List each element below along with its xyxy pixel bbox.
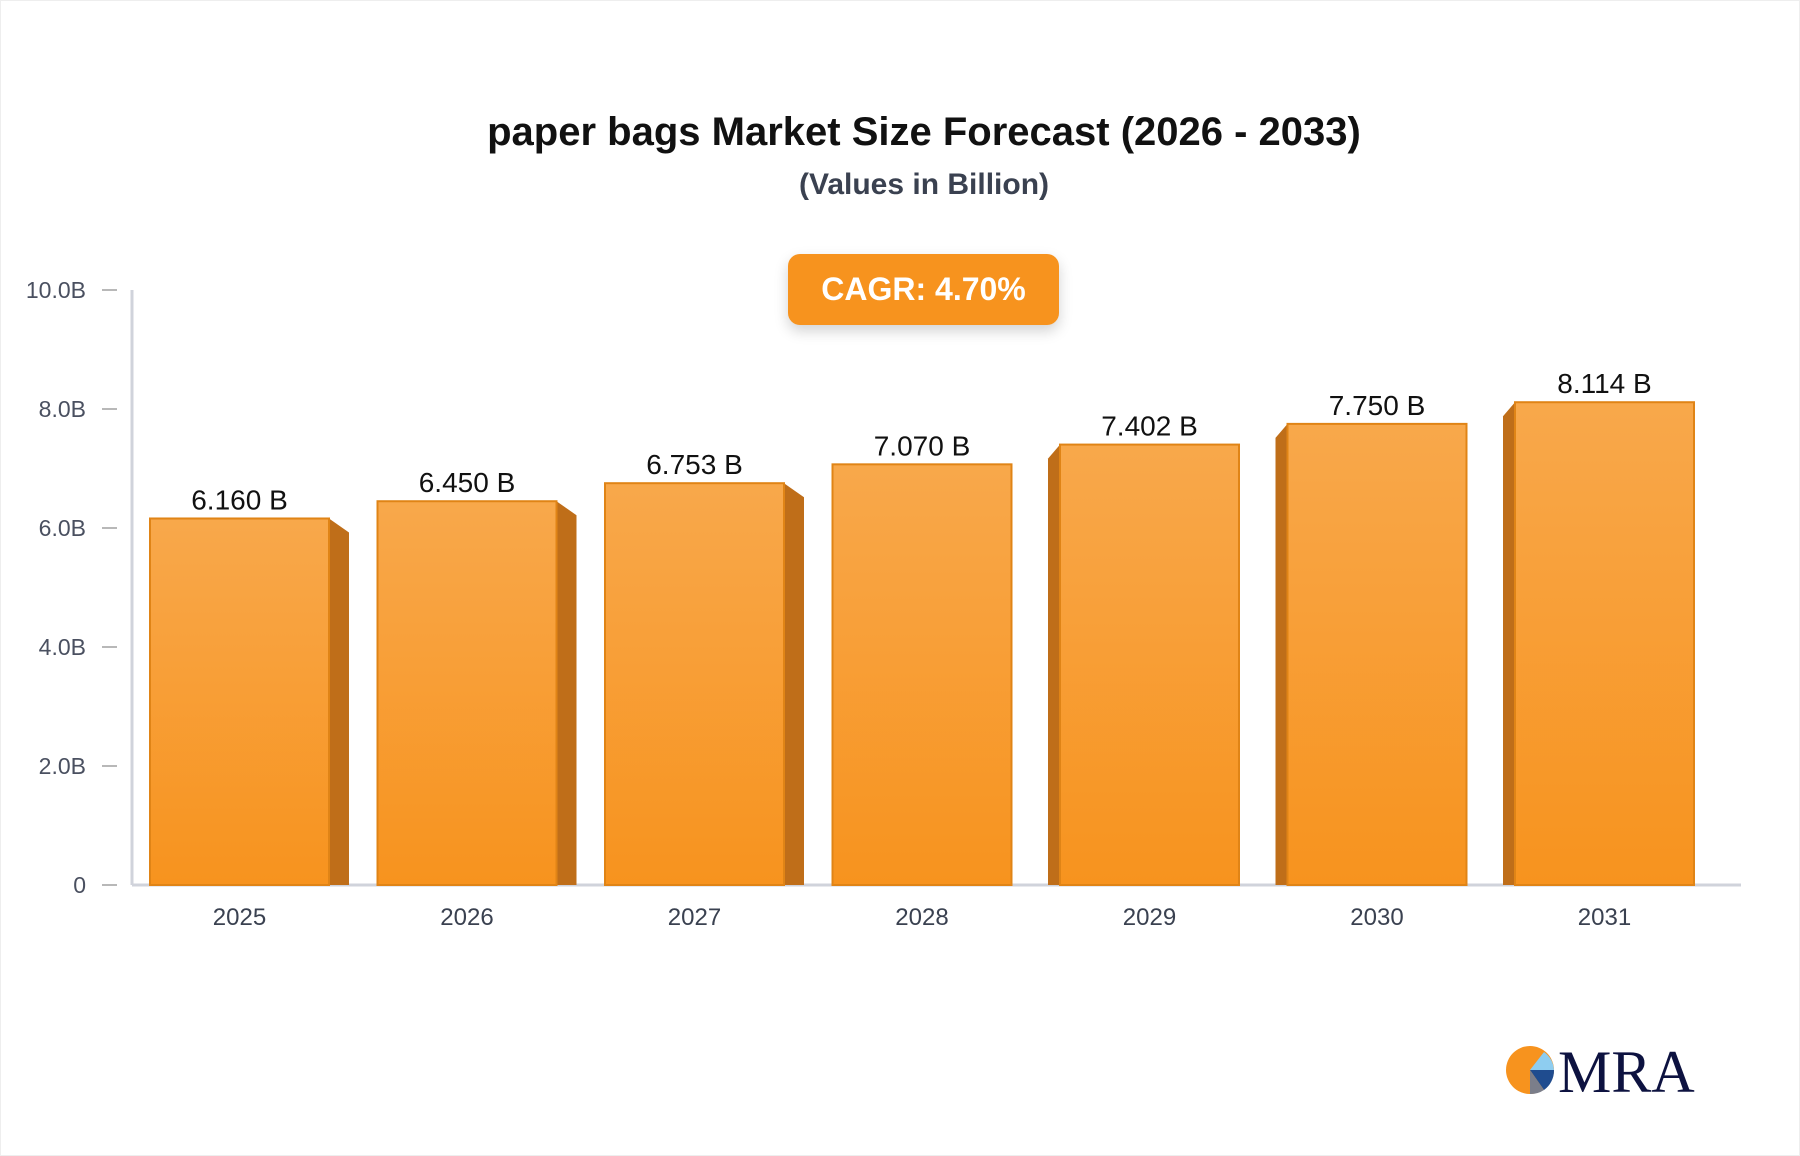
mra-logo: MRA [1506, 1040, 1695, 1100]
bar [1514, 401, 1695, 886]
data-label: 6.160 B [191, 484, 288, 515]
bar [376, 500, 558, 886]
bar [1286, 422, 1468, 886]
logo-text: MRA [1558, 1040, 1695, 1100]
data-label: 6.753 B [646, 449, 743, 480]
x-tick-label: 2029 [1123, 904, 1176, 931]
data-label: 7.070 B [874, 430, 971, 461]
bar-side [784, 483, 804, 885]
chart-subtitle: (Values in Billion) [798, 168, 1050, 201]
y-tick-label: 8.0B [39, 396, 86, 422]
bar-side [1503, 402, 1515, 885]
data-label: 7.402 B [1101, 411, 1198, 442]
cagr-badge: CAGR: 4.70% [788, 254, 1059, 325]
x-tick-label: 2027 [668, 904, 721, 931]
y-tick-label: 10.0B [26, 277, 86, 303]
y-tick-label: 0 [73, 872, 86, 898]
x-tick-label: 2028 [895, 904, 948, 931]
bar-side [1048, 444, 1060, 885]
bar-side [556, 501, 577, 885]
x-tick-label: 2025 [213, 904, 266, 931]
bar [604, 482, 785, 886]
y-tick-label: 2.0B [39, 753, 86, 779]
x-tick-label: 2031 [1578, 904, 1631, 931]
bar [831, 463, 1013, 886]
x-tick-label: 2030 [1350, 904, 1403, 931]
bar [149, 517, 330, 886]
bar-side [329, 518, 349, 885]
bar [1059, 443, 1240, 886]
chart-title: paper bags Market Size Forecast (2026 - … [487, 110, 1361, 154]
y-tick-label: 6.0B [39, 515, 86, 541]
data-label: 7.750 B [1329, 390, 1426, 421]
data-label: 8.114 B [1557, 368, 1651, 399]
data-label: 6.450 B [419, 467, 516, 498]
x-tick-label: 2026 [440, 904, 493, 931]
y-tick-label: 4.0B [39, 634, 86, 660]
bar-side [1275, 423, 1288, 885]
